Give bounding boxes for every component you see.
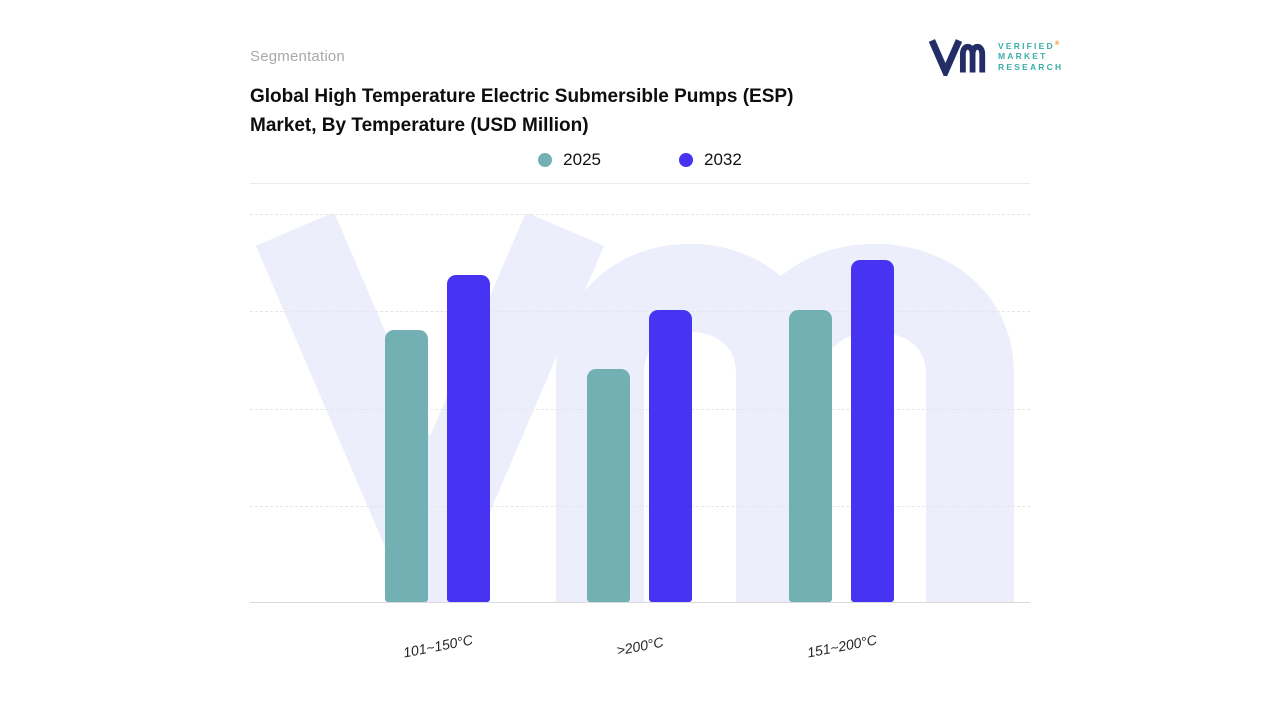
gridline	[250, 214, 1030, 215]
x-axis-line	[250, 602, 1030, 603]
gridline	[250, 505, 1030, 507]
vmr-logo-line3: RESEARCH	[998, 62, 1064, 73]
chart-title-line2: Market, By Temperature (USD Million)	[250, 115, 589, 136]
chart-title-line1: Global High Temperature Electric Submers…	[250, 86, 794, 107]
vmr-logo-glyph	[928, 39, 986, 76]
legend-separator-line	[250, 183, 1030, 184]
vmr-logo-line2: MARKET	[998, 51, 1048, 62]
vmr-logo-text: VERIFIED® MARKET RESEARCH	[998, 39, 1063, 74]
chart-legend: 2025 2032	[250, 150, 1030, 170]
bar-2032-151~200°C	[851, 260, 894, 602]
chart-title: Global High Temperature Electric Submers…	[250, 82, 793, 140]
legend-item-2032: 2032	[679, 150, 742, 170]
gridline	[250, 311, 1030, 313]
category-label->200°C: >200°C	[614, 633, 665, 659]
bar-group-101~150°C	[385, 275, 490, 602]
vmr-logo: VERIFIED® MARKET RESEARCH	[928, 36, 1063, 76]
gridline	[250, 408, 1030, 410]
legend-dot-2032	[679, 153, 693, 167]
bar-2025-151~200°C	[789, 310, 832, 602]
bar-2032-101~150°C	[447, 275, 490, 602]
bar-2025->200°C	[587, 369, 630, 602]
registered-mark: ®	[1054, 40, 1060, 47]
bar-2032->200°C	[649, 310, 692, 602]
bar-group-151~200°C	[789, 260, 894, 602]
category-label-151~200°C: 151~200°C	[805, 631, 878, 661]
legend-label-2025: 2025	[563, 150, 601, 169]
bar-2025-101~150°C	[385, 330, 428, 602]
category-label-101~150°C: 101~150°C	[401, 631, 474, 661]
chart-plot	[250, 214, 1030, 603]
vmr-logo-line1: VERIFIED®	[998, 40, 1060, 51]
segmentation-label: Segmentation	[250, 48, 345, 65]
bar-group->200°C	[587, 310, 692, 602]
legend-dot-2025	[538, 153, 553, 167]
legend-item-2025: 2025	[538, 150, 601, 170]
legend-label-2032: 2032	[704, 150, 742, 169]
